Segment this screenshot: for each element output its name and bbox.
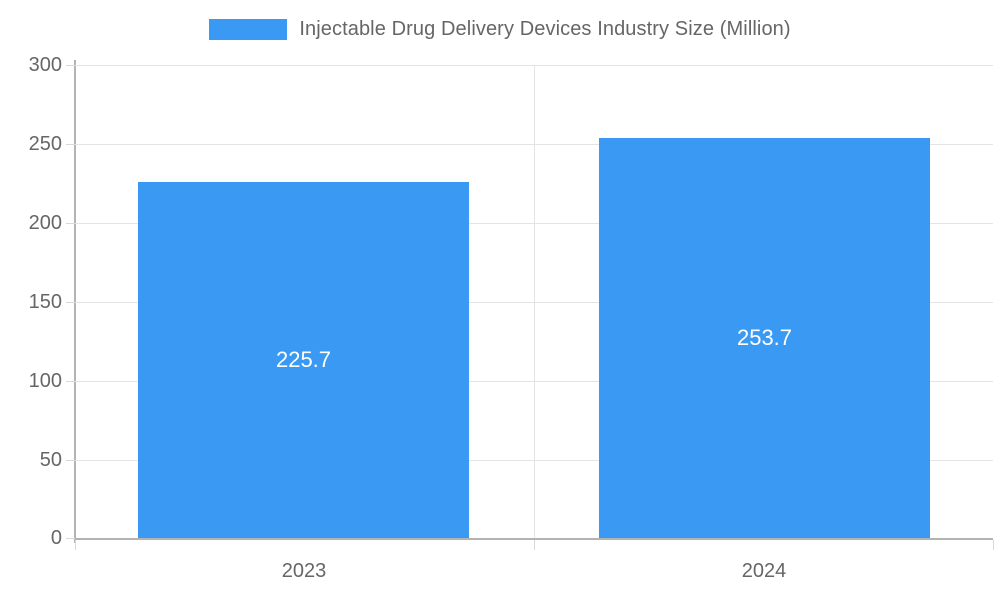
gridline-vertical <box>534 65 535 538</box>
y-axis-tick-label: 300 <box>28 54 62 76</box>
y-axis-tick-label: 250 <box>28 133 62 155</box>
y-axis-tick-label: 150 <box>28 291 62 313</box>
y-tick-mark <box>66 302 75 303</box>
x-axis-label-2024: 2024 <box>741 560 787 582</box>
y-tick-mark <box>66 460 75 461</box>
y-axis-tick-label: 50 <box>39 449 62 471</box>
y-axis-tick-label: 0 <box>50 527 62 549</box>
y-axis-line <box>74 60 76 543</box>
plot-area: 225.7 253.7 <box>75 65 993 538</box>
bar-2023[interactable]: 225.7 <box>138 182 469 538</box>
legend-color-swatch-icon <box>209 18 288 40</box>
y-tick-mark <box>66 538 75 539</box>
y-axis-tick-label: 200 <box>28 212 62 234</box>
chart-legend: Injectable Drug Delivery Devices Industr… <box>0 0 1000 62</box>
y-axis-tick-label: 100 <box>28 370 62 392</box>
y-tick-mark <box>66 144 75 145</box>
bar-2024[interactable]: 253.7 <box>599 138 930 538</box>
x-axis-label-2023: 2023 <box>281 560 327 582</box>
x-tick-mark <box>993 540 994 550</box>
y-tick-mark <box>66 223 75 224</box>
y-tick-mark <box>66 65 75 66</box>
bar-value-label: 253.7 <box>736 325 793 350</box>
bar-value-label: 225.7 <box>275 347 332 372</box>
legend-item-injectable-drug-delivery-devices[interactable]: Injectable Drug Delivery Devices Industr… <box>209 17 791 41</box>
x-tick-mark <box>534 540 535 550</box>
y-tick-mark <box>66 381 75 382</box>
legend-item-label: Injectable Drug Delivery Devices Industr… <box>299 17 791 40</box>
x-tick-mark <box>75 540 76 550</box>
x-axis-line <box>75 538 993 540</box>
